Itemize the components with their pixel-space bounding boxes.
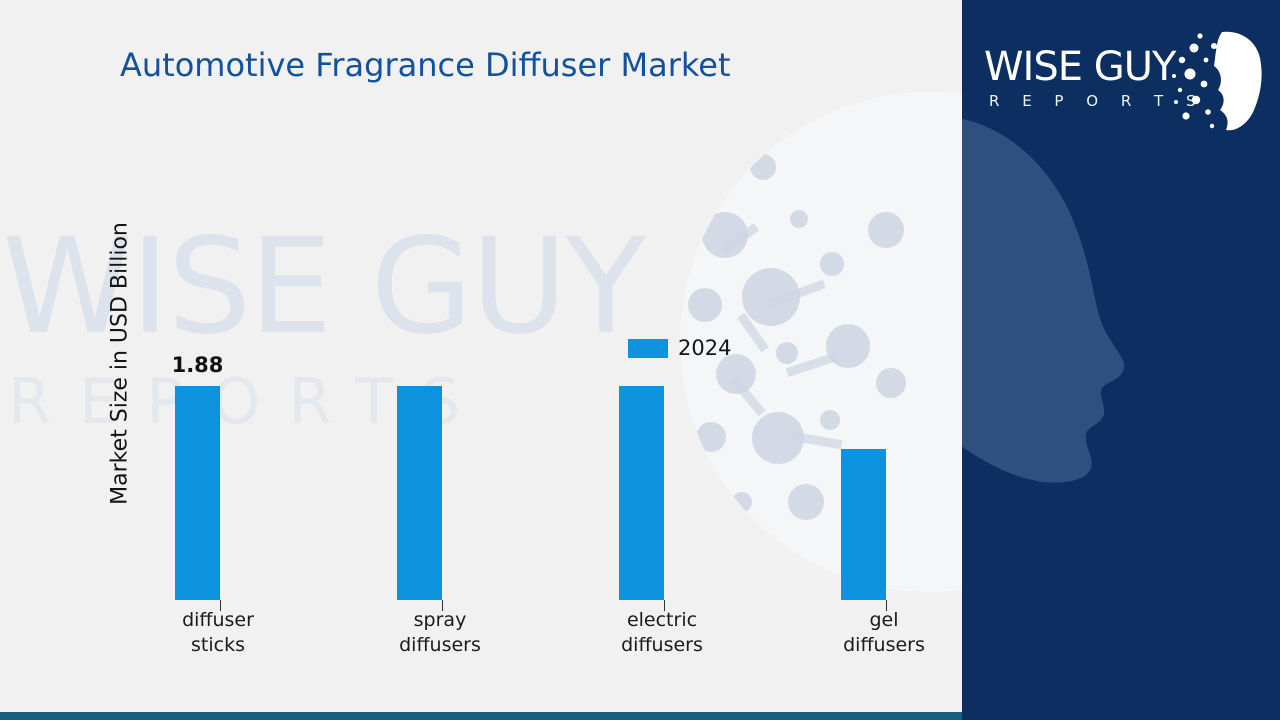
- legend-label-2024: 2024: [678, 336, 732, 360]
- x-axis-label-diffuser-sticks: diffuser sticks: [138, 608, 298, 658]
- axis-tick: [442, 600, 443, 611]
- brand-logo-subtext: R E P O R T S: [989, 92, 1205, 110]
- chart-title: Automotive Fragrance Diffuser Market: [120, 46, 731, 84]
- logo-dot-head-icon: [1172, 31, 1262, 131]
- x-label-line: spray: [413, 609, 467, 631]
- x-axis-label-electric-diffusers: electric diffusers: [582, 608, 742, 658]
- bar-spray-diffusers[interactable]: [397, 386, 442, 600]
- bar-diffuser-sticks[interactable]: [175, 386, 220, 600]
- axis-tick: [220, 600, 221, 611]
- brand-logo: WISE GUY R E P O R T S: [984, 30, 1262, 134]
- axis-tick: [664, 600, 665, 611]
- axis-tick: [886, 600, 887, 611]
- brand-panel: WISE GUY R E P O R T S: [962, 0, 1280, 720]
- chart: Automotive Fragrance Diffuser Market Mar…: [108, 46, 964, 658]
- legend-swatch-2024: [628, 338, 668, 358]
- bar-value-diffuser-sticks: 1.88: [171, 353, 224, 377]
- x-axis-label-gel-diffusers: gel diffusers: [804, 608, 964, 658]
- x-axis-label-spray-diffusers: spray diffusers: [360, 608, 520, 658]
- plot-area: 1.88 diffuser sticks spray diffusers ele…: [138, 336, 964, 658]
- bar-electric-diffusers[interactable]: [619, 386, 664, 600]
- x-label-line: diffuser: [182, 609, 254, 631]
- x-label-line: sticks: [191, 634, 245, 656]
- chart-legend: 2024: [628, 336, 731, 360]
- x-label-line: diffusers: [621, 634, 703, 656]
- x-label-line: diffusers: [843, 634, 925, 656]
- head-profile-icon: [962, 119, 1125, 483]
- x-label-line: electric: [626, 609, 698, 631]
- x-label-line: gel: [869, 609, 899, 631]
- bottom-accent-strip: [0, 712, 962, 720]
- bar-gel-diffusers[interactable]: [841, 449, 886, 600]
- brand-logo-text: WISE GUY: [984, 44, 1176, 90]
- x-label-line: diffusers: [399, 634, 481, 656]
